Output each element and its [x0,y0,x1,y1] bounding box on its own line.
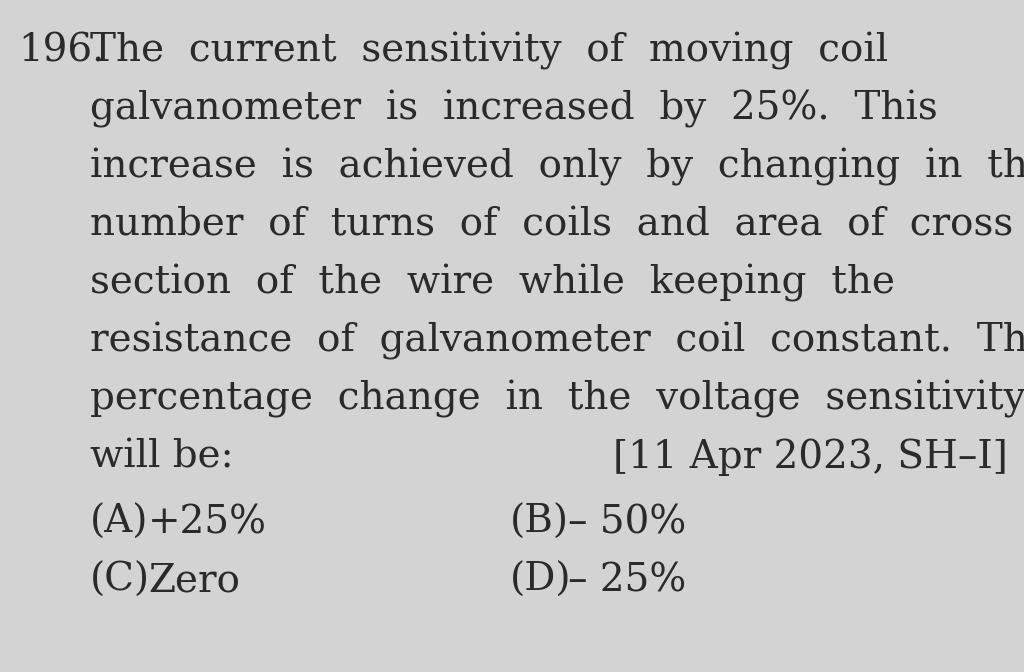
Text: [11 Apr 2023, SH–I]: [11 Apr 2023, SH–I] [613,438,1008,476]
Text: percentage  change  in  the  voltage  sensitivity: percentage change in the voltage sensiti… [90,380,1024,418]
Text: galvanometer  is  increased  by  25%.  This: galvanometer is increased by 25%. This [90,90,938,128]
Text: – 50%: – 50% [568,504,686,541]
Text: number  of  turns  of  coils  and  area  of  cross: number of turns of coils and area of cro… [90,206,1014,243]
Text: (D): (D) [510,562,571,599]
Text: will be:: will be: [90,438,233,475]
Text: (B): (B) [510,504,569,541]
Text: increase  is  achieved  only  by  changing  in  the: increase is achieved only by changing in… [90,148,1024,186]
Text: (A): (A) [90,504,148,541]
Text: The  current  sensitivity  of  moving  coil: The current sensitivity of moving coil [90,32,888,70]
Text: section  of  the  wire  while  keeping  the: section of the wire while keeping the [90,264,895,302]
Text: resistance  of  galvanometer  coil  constant.  The: resistance of galvanometer coil constant… [90,322,1024,360]
Text: 196.: 196. [18,32,104,69]
Text: +25%: +25% [148,504,267,541]
Text: Zero: Zero [148,562,240,599]
Text: (C): (C) [90,562,151,599]
Text: – 25%: – 25% [568,562,686,599]
